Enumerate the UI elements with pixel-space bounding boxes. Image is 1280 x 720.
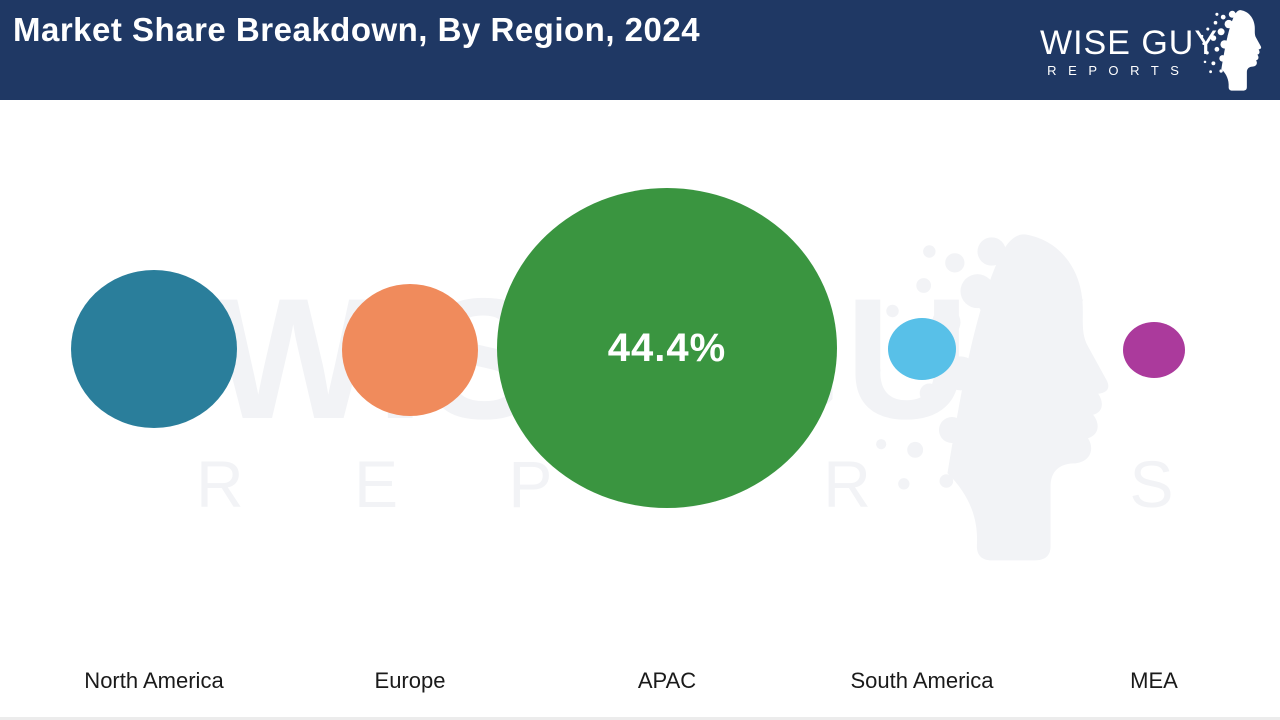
bubble-north-america[interactable]: [71, 270, 237, 428]
wiseguy-logo: WISE GUY R E P O R T S: [1040, 6, 1270, 96]
bottom-divider: [0, 717, 1280, 720]
watermark-head-icon: [865, 234, 1109, 561]
category-label-europe: Europe: [374, 668, 446, 693]
category-label-south-america: South America: [850, 668, 994, 693]
bubble-mea[interactable]: [1123, 322, 1185, 378]
logo-text: WISE GUY R E P O R T S: [1040, 24, 1219, 78]
bubble-apac[interactable]: 44.4%: [497, 188, 837, 508]
logo-tagline: R E P O R T S: [1047, 63, 1183, 78]
wiseguy-head-icon: [1201, 10, 1262, 91]
header-bar: Market Share Breakdown, By Region, 2024 …: [0, 0, 1280, 100]
logo-name: WISE GUY: [1040, 24, 1219, 62]
category-label-mea: MEA: [1130, 668, 1178, 693]
bubble-value-label: 44.4%: [607, 325, 727, 370]
bubble-chart: WISE GUY R E P O R T S North AmericaEuro…: [0, 100, 1280, 720]
bubble-europe[interactable]: [342, 284, 478, 416]
category-label-north-america: North America: [84, 668, 224, 693]
page-title: Market Share Breakdown, By Region, 2024: [13, 11, 701, 48]
bubble-south-america[interactable]: [888, 318, 956, 380]
category-label-apac: APAC: [637, 668, 697, 693]
